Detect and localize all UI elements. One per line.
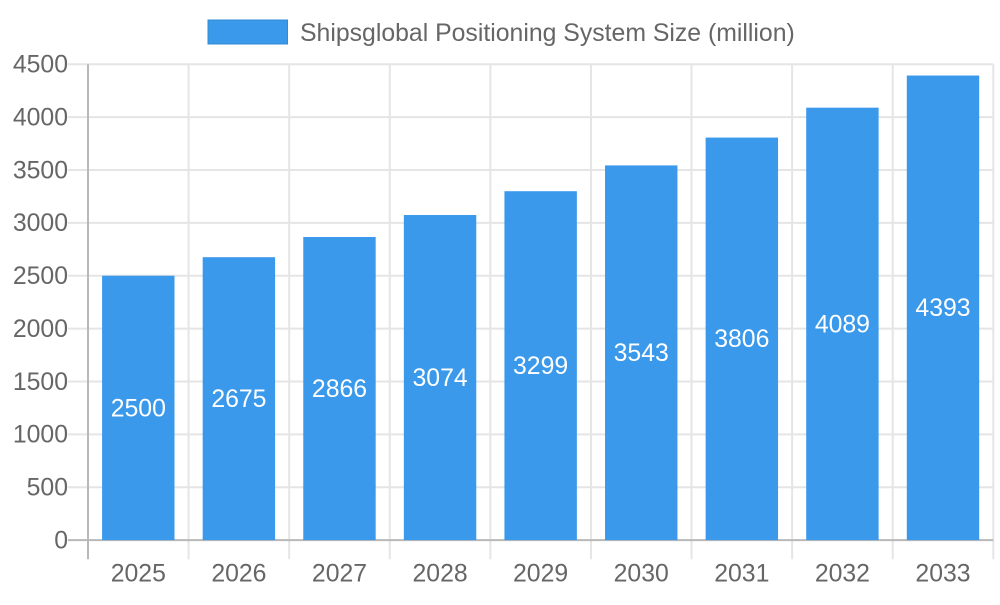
- svg-text:500: 500: [27, 475, 68, 502]
- svg-text:2028: 2028: [413, 561, 468, 588]
- svg-text:2027: 2027: [312, 561, 367, 588]
- svg-text:Shipsglobal Positioning System: Shipsglobal Positioning System Size (mil…: [300, 20, 795, 47]
- svg-text:3500: 3500: [13, 157, 68, 184]
- svg-text:4089: 4089: [815, 311, 870, 338]
- svg-text:2675: 2675: [211, 386, 266, 413]
- svg-text:4000: 4000: [13, 105, 68, 132]
- svg-text:2029: 2029: [513, 561, 568, 588]
- svg-text:0: 0: [54, 528, 68, 555]
- svg-text:2030: 2030: [614, 561, 669, 588]
- svg-text:2032: 2032: [815, 561, 870, 588]
- svg-text:3543: 3543: [614, 340, 669, 367]
- svg-text:2500: 2500: [13, 263, 68, 290]
- svg-text:2866: 2866: [312, 376, 367, 403]
- svg-text:3074: 3074: [413, 365, 468, 392]
- svg-text:3806: 3806: [714, 326, 769, 353]
- svg-text:1500: 1500: [13, 369, 68, 396]
- svg-text:3000: 3000: [13, 210, 68, 237]
- svg-text:3299: 3299: [513, 353, 568, 380]
- svg-text:2026: 2026: [211, 561, 266, 588]
- svg-text:4500: 4500: [13, 52, 68, 79]
- svg-text:1000: 1000: [13, 422, 68, 449]
- svg-text:4393: 4393: [915, 295, 970, 322]
- svg-text:2031: 2031: [714, 561, 769, 588]
- svg-text:2000: 2000: [13, 316, 68, 343]
- svg-text:2025: 2025: [111, 561, 166, 588]
- svg-text:2033: 2033: [915, 561, 970, 588]
- svg-text:2500: 2500: [111, 395, 166, 422]
